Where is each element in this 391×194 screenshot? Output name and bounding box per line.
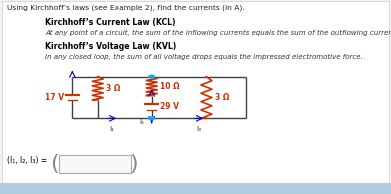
Circle shape [149,117,154,120]
FancyBboxPatch shape [2,1,389,183]
Text: (: ( [50,154,59,174]
Text: 17 V: 17 V [45,93,64,102]
Text: 3 Ω: 3 Ω [106,84,121,93]
Text: Kirchhoff’s Current Law (KCL): Kirchhoff’s Current Law (KCL) [45,18,176,27]
Text: I₂: I₂ [140,119,145,125]
Text: In any closed loop, the sum of all voltage drops equals the impressed electromot: In any closed loop, the sum of all volta… [45,54,363,60]
Text: (I₁, I₂, I₃) =: (I₁, I₂, I₃) = [7,156,47,165]
Text: ): ) [129,154,138,174]
Text: 29 V: 29 V [160,102,179,111]
Text: I₃: I₃ [196,126,202,132]
Text: I₁: I₁ [109,126,115,132]
Text: 10 Ω: 10 Ω [160,82,180,91]
FancyBboxPatch shape [59,155,131,173]
Text: Kirchhoff’s Voltage Law (KVL): Kirchhoff’s Voltage Law (KVL) [45,42,176,51]
FancyBboxPatch shape [0,183,391,194]
Text: Using Kirchhoff’s laws (see Example 2), find the currents (in A).: Using Kirchhoff’s laws (see Example 2), … [7,5,245,11]
Circle shape [149,75,154,78]
Text: At any point of a circuit, the sum of the inflowing currents equals the sum of t: At any point of a circuit, the sum of th… [45,29,391,36]
Text: 3 Ω: 3 Ω [215,93,230,102]
